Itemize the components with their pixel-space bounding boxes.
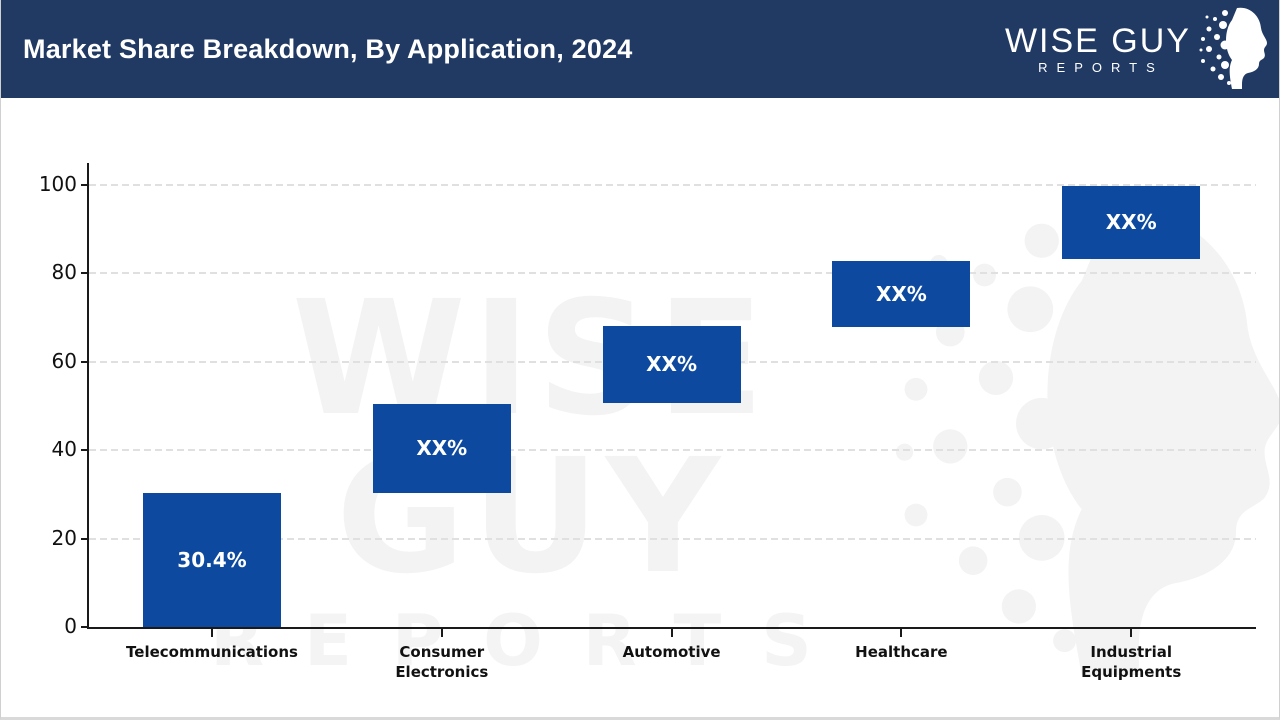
bar-value-label: XX% [875, 281, 927, 306]
bar-telecommunications: 30.4% [143, 492, 281, 627]
x-tick-label-telecommunications: Telecommunications [126, 643, 298, 661]
x-tick [211, 629, 213, 637]
y-tick-label: 40 [51, 437, 77, 462]
x-tick-label-consumer-electronics: Consumer Electronics [395, 643, 489, 682]
y-tick [81, 184, 89, 186]
brand-subname: REPORTS [1038, 60, 1164, 75]
y-tick-label: 60 [51, 348, 77, 373]
y-gridline [89, 449, 1256, 452]
y-tick [81, 626, 89, 628]
y-tick-label: 20 [51, 525, 77, 550]
header-band: Market Share Breakdown, By Application, … [1, 0, 1279, 98]
y-gridline [89, 272, 1256, 275]
bar-value-label: XX% [1105, 210, 1157, 235]
bar-value-label: XX% [646, 352, 698, 377]
x-tick [440, 629, 443, 637]
brand-logo-text: WISE GUY REPORTS [1005, 24, 1191, 74]
y-gridline [89, 184, 1256, 186]
y-tick-label: 80 [51, 260, 77, 285]
page-title: Market Share Breakdown, By Application, … [23, 33, 633, 64]
x-tick-label-healthcare: Healthcare [855, 643, 948, 661]
y-axis [87, 163, 89, 629]
x-axis [87, 627, 1256, 629]
y-tick [81, 272, 89, 275]
x-tick-label-automotive: Automotive [622, 643, 721, 661]
x-tick [1130, 629, 1133, 637]
brand-head-icon [1195, 5, 1267, 93]
bar-automotive: XX% [602, 325, 741, 403]
y-tick-label: 100 [38, 172, 77, 196]
bar-industrial-equipments: XX% [1062, 185, 1201, 259]
y-tick [81, 449, 89, 452]
x-tick [900, 629, 903, 637]
brand-name: WISE GUY [1004, 22, 1191, 60]
brand-logo: WISE GUY REPORTS [1005, 5, 1267, 93]
bar-healthcare: XX% [832, 260, 971, 327]
y-tick-label: 0 [64, 614, 77, 638]
y-gridline [89, 537, 1256, 540]
bar-value-label: 30.4% [177, 547, 247, 572]
y-tick [81, 360, 89, 363]
bar-value-label: XX% [416, 436, 468, 461]
x-tick-label-industrial-equipments: Industrial Equipments [1081, 643, 1182, 682]
y-tick [81, 537, 89, 540]
bar-consumer-electronics: XX% [372, 403, 511, 494]
waterfall-chart: 0 20 40 60 80 100 30.4% Telecommunications XX% Co… [1, 98, 1279, 717]
x-tick [670, 629, 673, 637]
